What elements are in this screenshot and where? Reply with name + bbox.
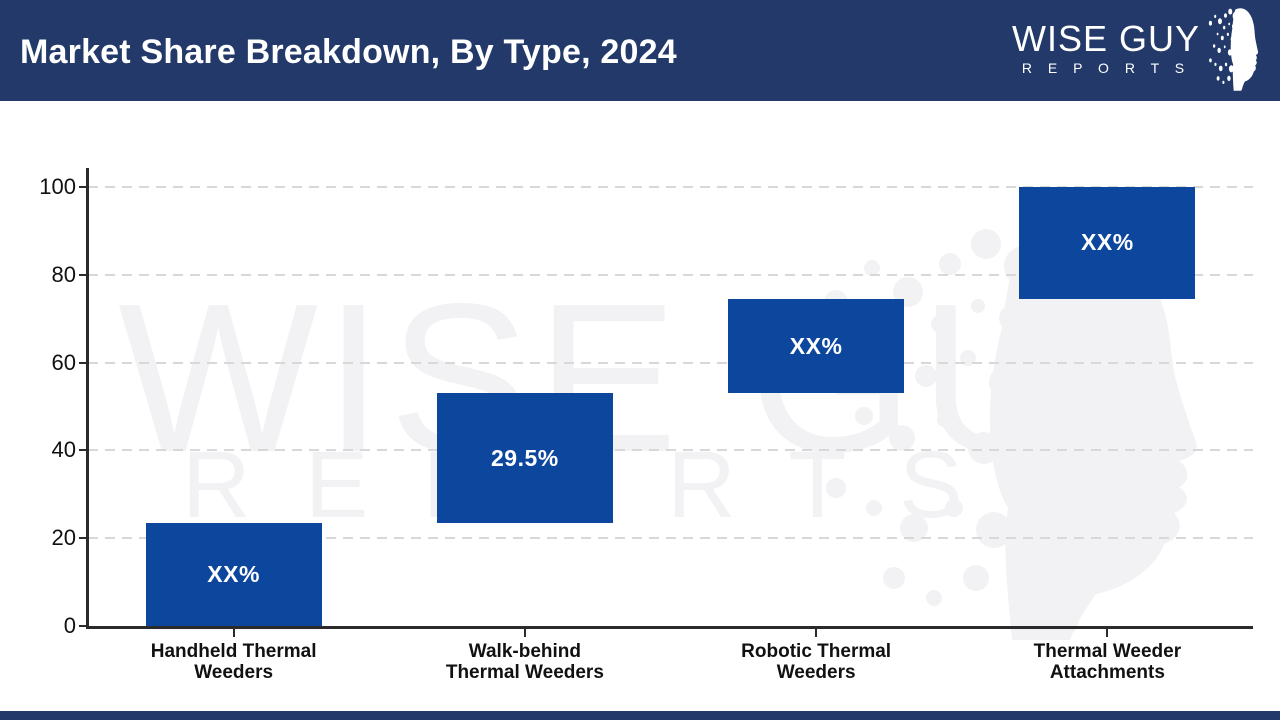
x-tick-label-line: Thermal Weeders bbox=[445, 662, 604, 683]
x-axis bbox=[86, 626, 1253, 629]
x-tick-label: Walk-behind Thermal Weeders bbox=[365, 641, 685, 683]
y-tick-mark bbox=[79, 537, 88, 540]
x-tick-label: Robotic Thermal Weeders bbox=[656, 641, 976, 683]
y-tick-label: 20 bbox=[51, 525, 76, 551]
x-tick-mark bbox=[523, 629, 526, 637]
x-tick-label-line: Weeders bbox=[776, 662, 856, 683]
bar-segment: XX% bbox=[1019, 187, 1196, 299]
logo-text: WISE GUY R E P O R T S bbox=[1011, 18, 1200, 77]
x-tick-label: Thermal Weeder Attachments bbox=[947, 641, 1267, 683]
x-tick-mark bbox=[232, 629, 235, 637]
header: Market Share Breakdown, By Type, 2024 WI… bbox=[0, 0, 1280, 101]
x-tick-label-line: Walk-behind bbox=[468, 641, 581, 662]
chart-title: Market Share Breakdown, By Type, 2024 bbox=[20, 33, 677, 71]
y-tick-mark bbox=[79, 186, 88, 188]
wise-guy-logo: WISE GUY R E P O R T S bbox=[1012, 4, 1268, 92]
bar-segment: 29.5% bbox=[436, 393, 613, 523]
y-tick-label: 0 bbox=[63, 613, 76, 638]
x-tick-label-line: Robotic Thermal bbox=[741, 641, 892, 662]
gridline bbox=[88, 273, 1253, 276]
y-tick-label: 80 bbox=[51, 261, 76, 287]
y-tick-label: 100 bbox=[39, 174, 76, 199]
footer-bar bbox=[0, 711, 1280, 720]
x-tick-mark bbox=[1106, 629, 1109, 637]
gridline bbox=[88, 537, 1253, 540]
x-tick-mark bbox=[815, 629, 818, 637]
y-axis bbox=[86, 168, 89, 628]
y-tick-label: 60 bbox=[51, 349, 76, 375]
bar-value-label: XX% bbox=[207, 560, 260, 587]
y-tick-mark bbox=[79, 625, 88, 627]
bar-value-label: XX% bbox=[1081, 229, 1134, 256]
y-tick-mark bbox=[79, 273, 88, 276]
x-tick-label-line: Handheld Thermal bbox=[150, 641, 317, 662]
logo-wordmark: WISE GUY bbox=[1011, 18, 1200, 59]
bar-value-label: 29.5% bbox=[491, 444, 559, 471]
x-tick-label-line: Weeders bbox=[194, 662, 274, 683]
gridline bbox=[88, 186, 1253, 188]
y-tick-mark bbox=[79, 449, 88, 452]
gridline bbox=[88, 449, 1253, 452]
x-tick-label-line: Attachments bbox=[1049, 662, 1165, 683]
y-tick-mark bbox=[79, 361, 88, 364]
y-tick-label: 40 bbox=[51, 437, 76, 463]
bar-segment: XX% bbox=[728, 298, 905, 394]
bar-segment: XX% bbox=[145, 522, 322, 626]
logo-subtitle: R E P O R T S bbox=[1021, 60, 1191, 76]
logo-head-icon bbox=[1208, 8, 1259, 91]
gridline bbox=[88, 361, 1253, 364]
x-tick-label-line: Thermal Weeder bbox=[1033, 641, 1182, 662]
bar-value-label: XX% bbox=[789, 332, 843, 359]
x-tick-label: Handheld Thermal Weeders bbox=[74, 641, 394, 683]
